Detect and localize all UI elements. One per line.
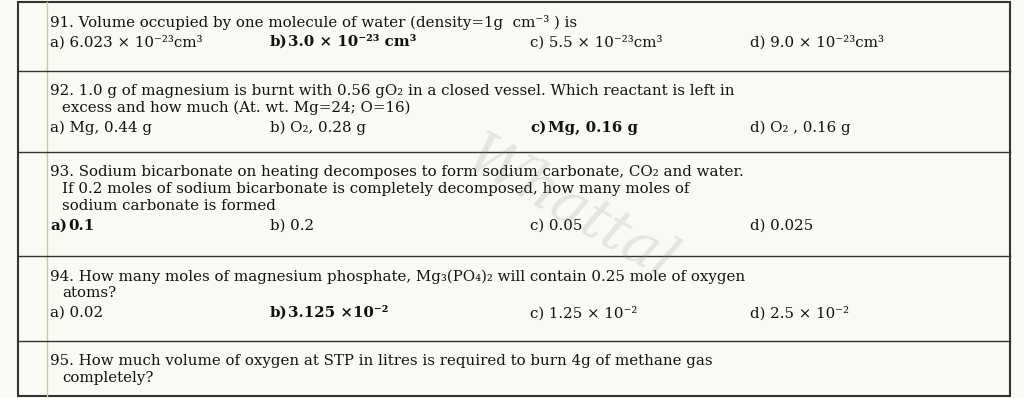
Text: c): c) [530,121,546,135]
Text: sodium carbonate is formed: sodium carbonate is formed [62,199,275,213]
Text: 3.125 ×10⁻²: 3.125 ×10⁻² [288,306,388,320]
Text: Whattal: Whattal [455,127,685,293]
Text: c) 5.5 × 10⁻²³cm³: c) 5.5 × 10⁻²³cm³ [530,35,663,49]
Text: 95. How much volume of oxygen at STP in litres is required to burn 4g of methane: 95. How much volume of oxygen at STP in … [50,354,713,368]
Text: b) 0.2: b) 0.2 [270,219,314,233]
Text: completely?: completely? [62,371,154,385]
Text: c) 1.25 × 10⁻²: c) 1.25 × 10⁻² [530,306,637,320]
Text: excess and how much (At. wt. Mg=24; O=16): excess and how much (At. wt. Mg=24; O=16… [62,101,411,115]
Text: b): b) [270,306,288,320]
Text: c) 0.05: c) 0.05 [530,219,583,233]
Text: 92. 1.0 g of magnesium is burnt with 0.56 gO₂ in a closed vessel. Which reactant: 92. 1.0 g of magnesium is burnt with 0.5… [50,84,734,98]
Text: 93. Sodium bicarbonate on heating decomposes to form sodium carbonate, CO₂ and w: 93. Sodium bicarbonate on heating decomp… [50,165,743,179]
Text: a) Mg, 0.44 g: a) Mg, 0.44 g [50,121,152,135]
Text: b) O₂, 0.28 g: b) O₂, 0.28 g [270,121,366,135]
Text: 94. How many moles of magnesium phosphate, Mg₃(PO₄)₂ will contain 0.25 mole of o: 94. How many moles of magnesium phosphat… [50,269,745,283]
Text: Mg, 0.16 g: Mg, 0.16 g [548,121,638,135]
Text: d) O₂ , 0.16 g: d) O₂ , 0.16 g [750,121,851,135]
Text: d) 9.0 × 10⁻²³cm³: d) 9.0 × 10⁻²³cm³ [750,35,884,49]
Text: a) 6.023 × 10⁻²³cm³: a) 6.023 × 10⁻²³cm³ [50,35,203,49]
Text: a) 0.02: a) 0.02 [50,306,103,320]
Text: 3.0 × 10⁻²³ cm³: 3.0 × 10⁻²³ cm³ [288,35,417,49]
Text: d) 2.5 × 10⁻²: d) 2.5 × 10⁻² [750,306,849,320]
Text: b): b) [270,35,288,49]
Text: atoms?: atoms? [62,286,116,300]
Text: d) 0.025: d) 0.025 [750,219,813,233]
Text: If 0.2 moles of sodium bicarbonate is completely decomposed, how many moles of: If 0.2 moles of sodium bicarbonate is co… [62,182,689,196]
Text: a): a) [50,219,67,233]
Text: 91. Volume occupied by one molecule of water (density=1g  cm⁻³ ) is: 91. Volume occupied by one molecule of w… [50,15,578,30]
Text: 0.1: 0.1 [68,219,94,233]
